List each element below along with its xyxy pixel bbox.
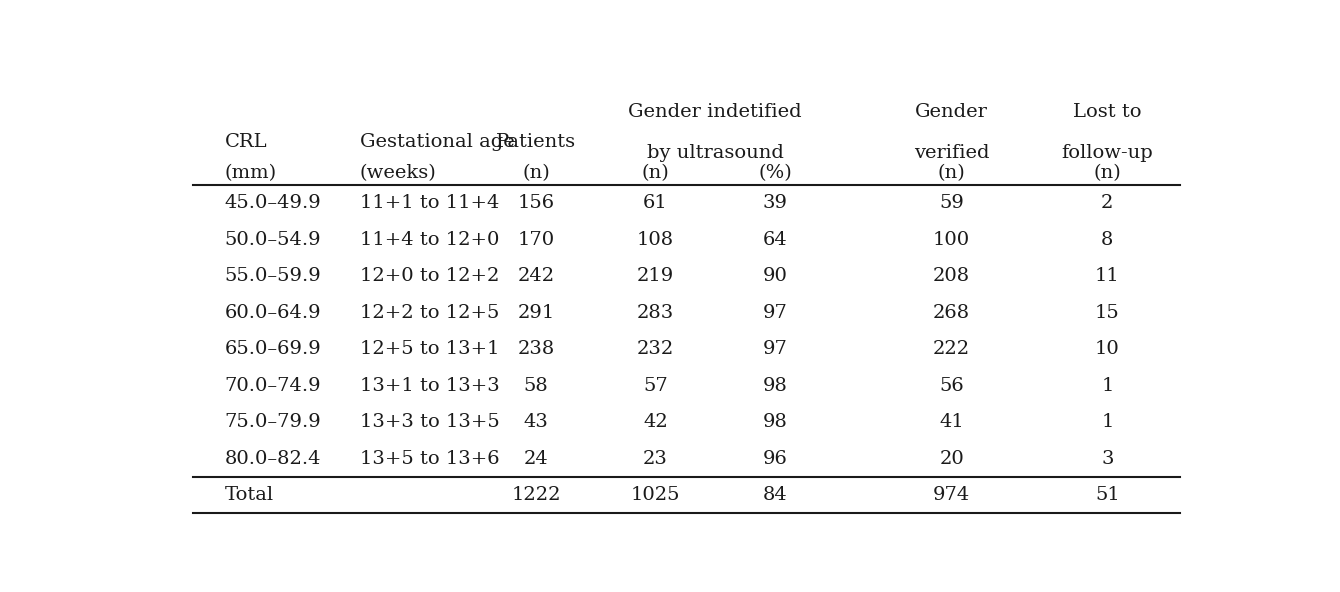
Text: 1222: 1222 [512, 486, 561, 504]
Text: 2: 2 [1101, 194, 1114, 213]
Text: 222: 222 [933, 340, 970, 358]
Text: 60.0–64.9: 60.0–64.9 [225, 304, 322, 321]
Text: 1: 1 [1101, 377, 1114, 395]
Text: 15: 15 [1095, 304, 1120, 321]
Text: 55.0–59.9: 55.0–59.9 [225, 267, 322, 285]
Text: 70.0–74.9: 70.0–74.9 [225, 377, 322, 395]
Text: 13+1 to 13+3: 13+1 to 13+3 [359, 377, 500, 395]
Text: 39: 39 [762, 194, 788, 213]
Text: 283: 283 [636, 304, 674, 321]
Text: 41: 41 [939, 413, 963, 431]
Text: Gender indetified: Gender indetified [628, 103, 803, 121]
Text: 268: 268 [933, 304, 970, 321]
Text: 219: 219 [636, 267, 674, 285]
Text: 65.0–69.9: 65.0–69.9 [225, 340, 322, 358]
Text: 8: 8 [1101, 231, 1114, 249]
Text: (weeks): (weeks) [359, 164, 437, 182]
Text: 75.0–79.9: 75.0–79.9 [225, 413, 322, 431]
Text: 242: 242 [517, 267, 555, 285]
Text: 156: 156 [517, 194, 555, 213]
Text: 3: 3 [1101, 449, 1114, 468]
Text: 208: 208 [933, 267, 970, 285]
Text: 238: 238 [517, 340, 555, 358]
Text: 57: 57 [643, 377, 667, 395]
Text: (n): (n) [938, 164, 965, 182]
Text: (%): (%) [758, 164, 792, 182]
Text: 12+2 to 12+5: 12+2 to 12+5 [359, 304, 498, 321]
Text: 20: 20 [939, 449, 963, 468]
Text: Patients: Patients [496, 133, 576, 152]
Text: (n): (n) [642, 164, 670, 182]
Text: 97: 97 [762, 304, 788, 321]
Text: 98: 98 [762, 377, 788, 395]
Text: 64: 64 [762, 231, 788, 249]
Text: 97: 97 [762, 340, 788, 358]
Text: 80.0–82.4: 80.0–82.4 [225, 449, 322, 468]
Text: Lost to: Lost to [1073, 103, 1142, 121]
Text: 12+5 to 13+1: 12+5 to 13+1 [359, 340, 498, 358]
Text: 43: 43 [524, 413, 548, 431]
Text: 42: 42 [643, 413, 667, 431]
Text: 13+3 to 13+5: 13+3 to 13+5 [359, 413, 500, 431]
Text: 45.0–49.9: 45.0–49.9 [225, 194, 322, 213]
Text: 58: 58 [524, 377, 548, 395]
Text: 84: 84 [762, 486, 788, 504]
Text: (n): (n) [1093, 164, 1122, 182]
Text: (mm): (mm) [225, 164, 277, 182]
Text: 11+4 to 12+0: 11+4 to 12+0 [359, 231, 498, 249]
Text: Gestational age: Gestational age [359, 133, 515, 152]
Text: 170: 170 [517, 231, 555, 249]
Text: 1025: 1025 [631, 486, 681, 504]
Text: 50.0–54.9: 50.0–54.9 [225, 231, 322, 249]
Text: CRL: CRL [225, 133, 267, 152]
Text: 291: 291 [517, 304, 555, 321]
Text: 23: 23 [643, 449, 669, 468]
Text: 90: 90 [762, 267, 788, 285]
Text: 974: 974 [933, 486, 970, 504]
Text: 13+5 to 13+6: 13+5 to 13+6 [359, 449, 500, 468]
Text: 1: 1 [1101, 413, 1114, 431]
Text: (n): (n) [523, 164, 549, 182]
Text: 11: 11 [1095, 267, 1120, 285]
Text: 59: 59 [939, 194, 963, 213]
Text: 10: 10 [1095, 340, 1120, 358]
Text: Gender: Gender [915, 103, 988, 121]
Text: verified: verified [914, 144, 989, 162]
Text: 51: 51 [1095, 486, 1120, 504]
Text: 11+1 to 11+4: 11+1 to 11+4 [359, 194, 498, 213]
Text: by ultrasound: by ultrasound [647, 144, 784, 162]
Text: 98: 98 [762, 413, 788, 431]
Text: 56: 56 [939, 377, 963, 395]
Text: 12+0 to 12+2: 12+0 to 12+2 [359, 267, 498, 285]
Text: 61: 61 [643, 194, 667, 213]
Text: 108: 108 [636, 231, 674, 249]
Text: 100: 100 [933, 231, 970, 249]
Text: Total: Total [225, 486, 273, 504]
Text: follow-up: follow-up [1061, 144, 1154, 162]
Text: 232: 232 [636, 340, 674, 358]
Text: 96: 96 [762, 449, 788, 468]
Text: 24: 24 [524, 449, 548, 468]
